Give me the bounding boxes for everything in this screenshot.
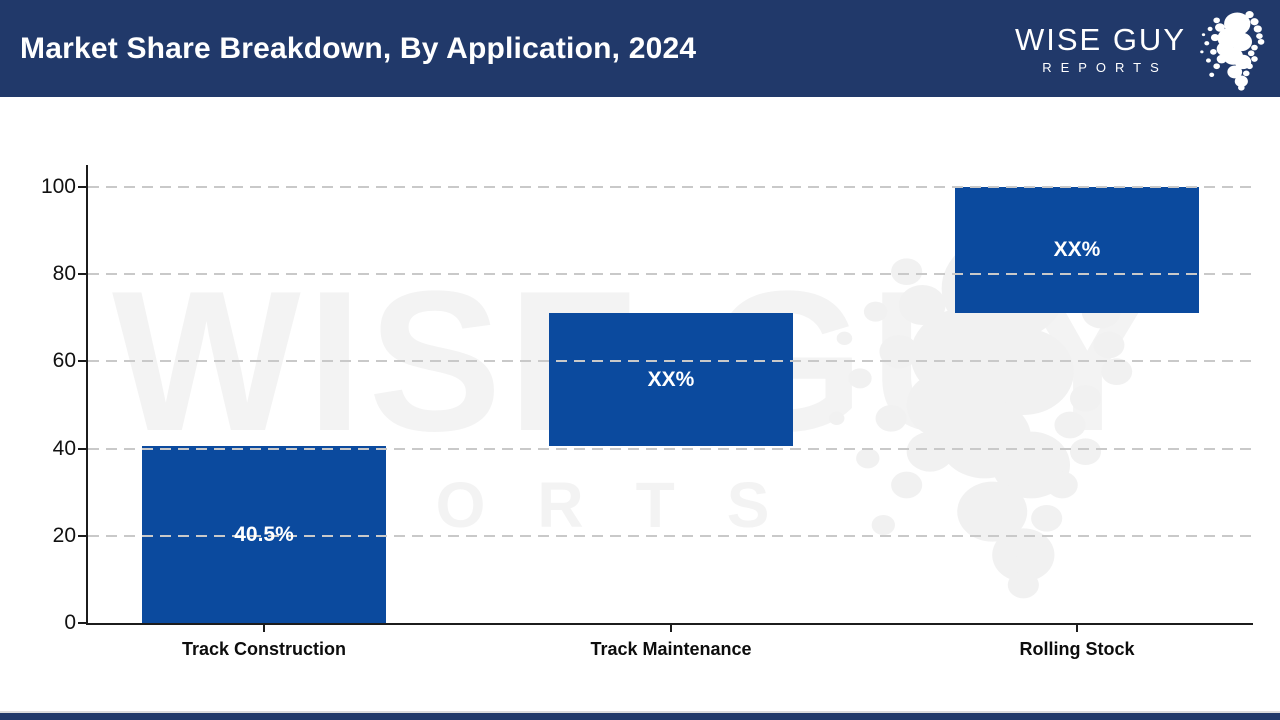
y-tick-0 [78, 622, 86, 624]
y-tick-40 [78, 447, 86, 450]
gridline-60 [88, 360, 1253, 363]
bar-2 [549, 313, 793, 447]
brand-logo: WISE GUY REPORTS [1015, 6, 1280, 92]
y-tick-label-80: 80 [52, 262, 76, 286]
y-axis-spine [86, 165, 88, 625]
y-tick-60 [78, 360, 86, 363]
brand-name: WISE GUY [1014, 22, 1186, 57]
y-tick-label-40: 40 [52, 436, 76, 460]
y-tick-80 [78, 273, 86, 276]
x-category-label-1: Track Construction [181, 639, 347, 659]
footer-band [0, 711, 1280, 720]
y-tick-label-0: 0 [64, 611, 76, 634]
y-tick-label-100: 100 [40, 175, 76, 198]
x-axis-spine [86, 623, 1253, 625]
y-tick-label-20: 20 [52, 523, 76, 547]
dotted-head-icon [1200, 10, 1265, 91]
gridline-80 [88, 273, 1253, 276]
bar-1 [142, 446, 386, 623]
gridline-20 [88, 534, 1253, 537]
x-tick-3 [1076, 625, 1078, 632]
gridline-40 [88, 447, 1253, 450]
x-tick-1 [263, 625, 265, 632]
y-tick-label-60: 60 [52, 349, 76, 373]
brand-subname: REPORTS [1042, 60, 1168, 75]
page-title: Market Share Breakdown, By Application, … [20, 31, 697, 65]
bar-value-label-2: XX% [647, 367, 695, 391]
x-category-label-2: Track Maintenance [590, 639, 752, 659]
x-tick-2 [670, 625, 672, 632]
header-band: Market Share Breakdown, By Application, … [0, 0, 1280, 97]
bar-value-label-3: XX% [1053, 238, 1101, 262]
x-category-label-3: Rolling Stock [1019, 639, 1135, 659]
brand-logo-text: WISE GUY REPORTS [1015, 22, 1186, 75]
bar-value-label-1: 40.5% [234, 522, 294, 546]
gridline-100 [88, 186, 1253, 188]
y-tick-20 [78, 534, 86, 537]
y-tick-100 [78, 186, 86, 188]
